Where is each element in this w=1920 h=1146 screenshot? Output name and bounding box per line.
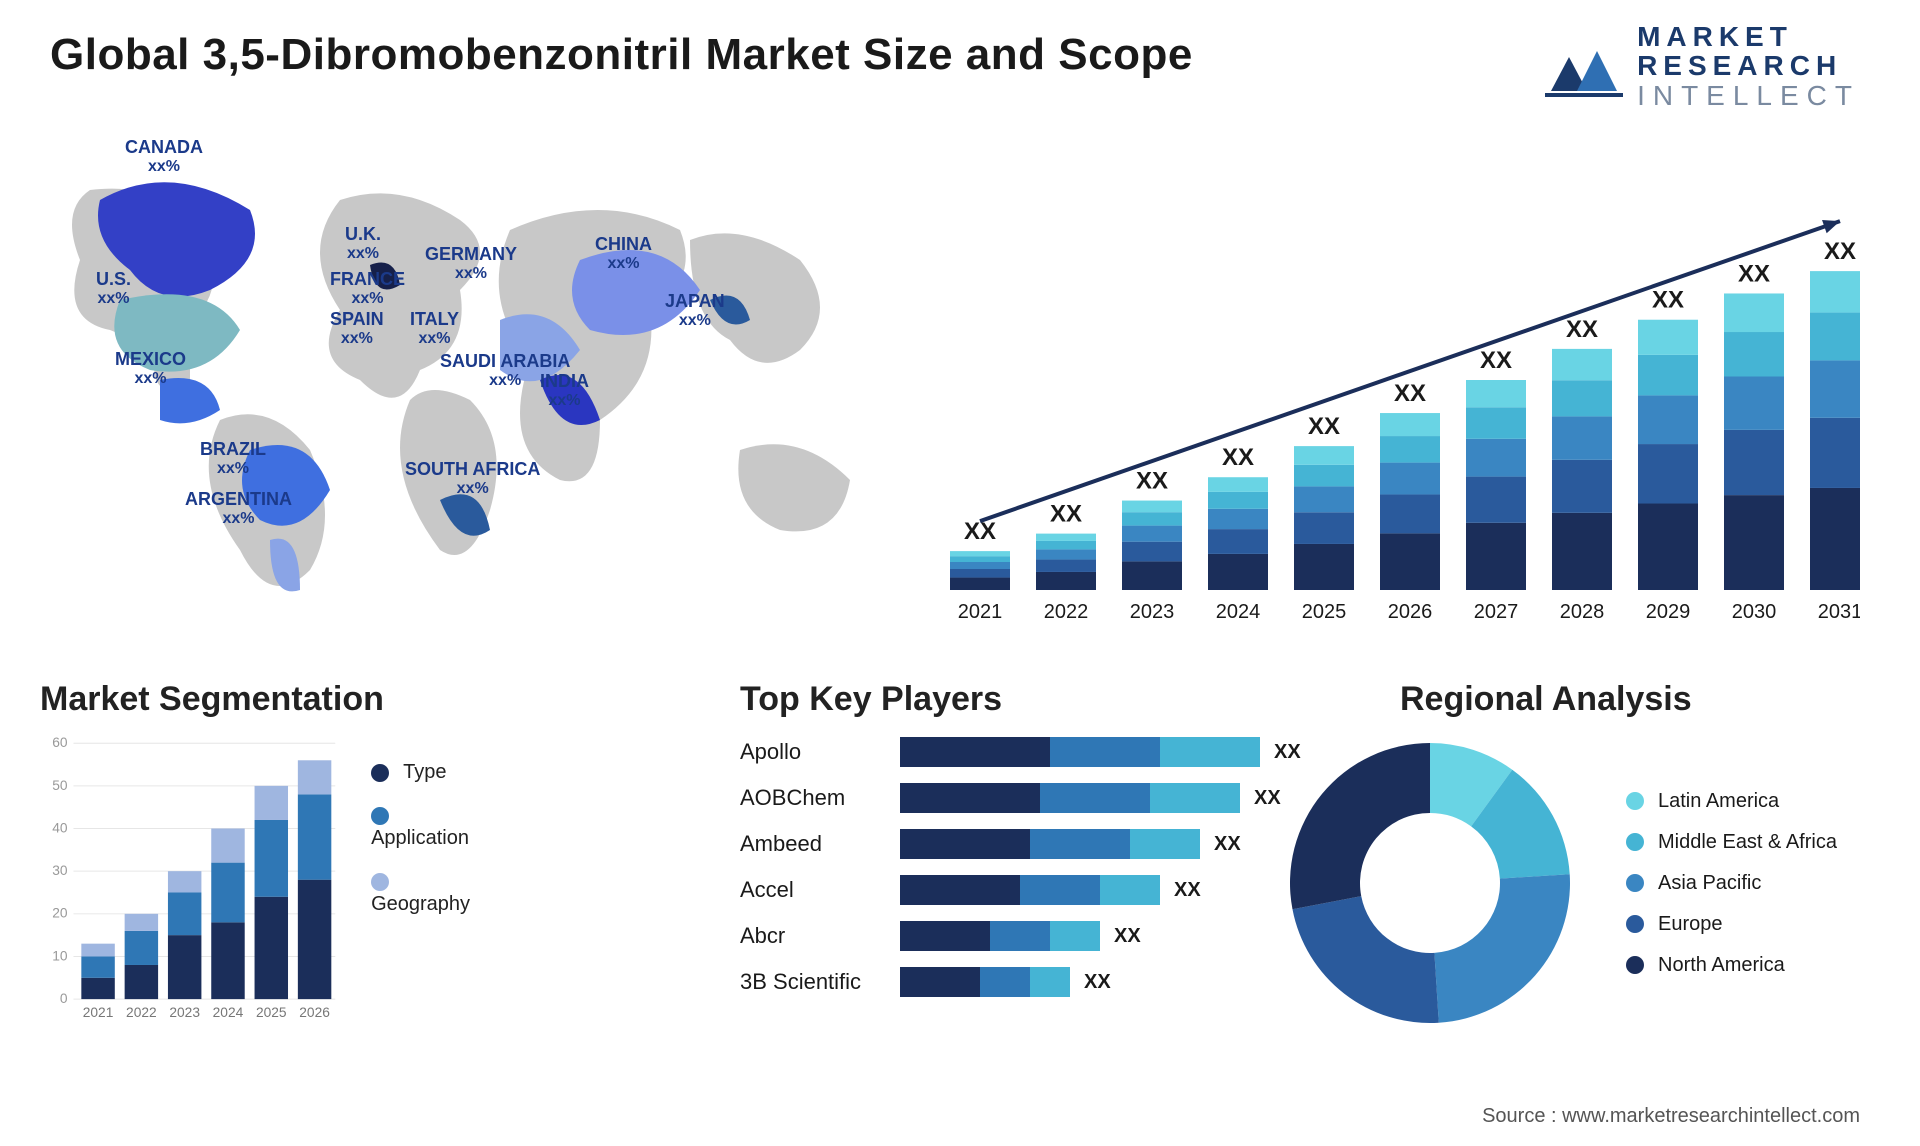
logo-mark-icon (1545, 33, 1623, 99)
svg-text:2022: 2022 (126, 1005, 157, 1020)
world-map: CANADAxx% U.S.xx% MEXICOxx% BRAZILxx% ARGENT… (40, 120, 940, 640)
regional-title: Regional Analysis (1280, 680, 1860, 719)
svg-text:XX: XX (1566, 316, 1598, 343)
svg-text:XX: XX (964, 518, 996, 545)
map-label: CHINAxx% (595, 235, 652, 272)
svg-text:2031: 2031 (1818, 601, 1860, 623)
map-label: CANADAxx% (125, 138, 203, 175)
map-label: BRAZILxx% (200, 440, 266, 477)
svg-text:40: 40 (52, 820, 68, 835)
player-name: AOBChem (740, 785, 900, 811)
svg-text:2023: 2023 (169, 1005, 200, 1020)
segmentation-section: Market Segmentation 0 10 20 30 40 50 60 2021 202… (40, 680, 500, 1031)
svg-text:0: 0 (60, 991, 68, 1006)
logo-line-2: RESEARCH (1637, 51, 1860, 80)
svg-text:2027: 2027 (1474, 601, 1519, 623)
svg-text:30: 30 (52, 863, 68, 878)
map-label: ITALYxx% (410, 310, 459, 347)
svg-text:2021: 2021 (958, 601, 1003, 623)
svg-text:20: 20 (52, 906, 68, 921)
svg-text:2026: 2026 (1388, 601, 1433, 623)
svg-text:2025: 2025 (1302, 601, 1347, 623)
regional-donut (1280, 733, 1600, 1033)
players-section: Top Key Players ApolloXXAOBChemXXAmbeedX… (740, 680, 1300, 997)
legend-item: Middle East & Africa (1626, 831, 1837, 854)
player-bar: XX (900, 829, 1301, 859)
growth-svg: XX 2021 XX 2022 XX 2023 XX 2024 XX 2025 XX 2026 XX 20… (930, 150, 1860, 640)
map-label: U.S.xx% (96, 270, 131, 307)
player-bar: XX (900, 783, 1301, 813)
players-title: Top Key Players (740, 680, 1300, 719)
svg-text:2028: 2028 (1560, 601, 1605, 623)
svg-text:2025: 2025 (256, 1005, 287, 1020)
map-label: JAPANxx% (665, 292, 725, 329)
map-label: FRANCExx% (330, 270, 405, 307)
svg-text:XX: XX (1222, 444, 1254, 471)
player-name: 3B Scientific (740, 969, 900, 995)
growth-chart: XX 2021 XX 2022 XX 2023 XX 2024 XX 2025 XX 2026 XX 20… (930, 150, 1860, 640)
logo-line-3: INTELLECT (1637, 81, 1860, 110)
source-text: Source : www.marketresearchintellect.com (1482, 1105, 1860, 1128)
segmentation-title: Market Segmentation (40, 680, 500, 719)
map-label: U.K.xx% (345, 225, 381, 262)
player-bar: XX (900, 967, 1301, 997)
legend-item: Asia Pacific (1626, 872, 1837, 895)
segmentation-chart: 0 10 20 30 40 50 60 2021 2022 2023 2024 2025 2026 (40, 731, 345, 1031)
legend-item: Type (371, 761, 500, 784)
player-bar: XX (900, 921, 1301, 951)
svg-text:XX: XX (1136, 468, 1168, 495)
brand-logo: MARKET RESEARCH INTELLECT (1545, 22, 1860, 110)
segmentation-legend: Type Application Geography (371, 761, 500, 916)
svg-text:2026: 2026 (299, 1005, 330, 1020)
player-bar: XX (900, 737, 1301, 767)
legend-item: Europe (1626, 913, 1837, 936)
player-name: Ambeed (740, 831, 900, 857)
svg-text:XX: XX (1824, 238, 1856, 265)
legend-item: Latin America (1626, 790, 1837, 813)
svg-text:2024: 2024 (1216, 601, 1261, 623)
svg-text:XX: XX (1480, 347, 1512, 374)
players-grid: ApolloXXAOBChemXXAmbeedXXAccelXXAbcrXX3B… (740, 737, 1300, 997)
svg-text:2021: 2021 (83, 1005, 114, 1020)
map-label: ARGENTINAxx% (185, 490, 292, 527)
svg-text:2024: 2024 (213, 1005, 244, 1020)
svg-text:XX: XX (1308, 413, 1340, 440)
legend-item: North America (1626, 954, 1837, 977)
page-title: Global 3,5-Dibromobenzonitril Market Siz… (50, 30, 1193, 80)
player-name: Abcr (740, 923, 900, 949)
map-label: SPAINxx% (330, 310, 384, 347)
svg-text:XX: XX (1394, 380, 1426, 407)
svg-text:10: 10 (52, 948, 68, 963)
regional-section: Regional Analysis Latin America Middle Ea… (1280, 680, 1860, 1033)
svg-text:XX: XX (1050, 501, 1082, 528)
map-label: GERMANYxx% (425, 245, 517, 282)
svg-text:2029: 2029 (1646, 601, 1691, 623)
map-label: INDIAxx% (540, 372, 589, 409)
map-label: MEXICOxx% (115, 350, 186, 387)
svg-text:60: 60 (52, 735, 68, 750)
player-name: Apollo (740, 739, 900, 765)
svg-text:2023: 2023 (1130, 601, 1175, 623)
player-name: Accel (740, 877, 900, 903)
regional-legend: Latin America Middle East & Africa Asia Pa… (1626, 790, 1837, 977)
legend-item: Application (371, 804, 500, 850)
map-label: SOUTH AFRICAxx% (405, 460, 540, 497)
legend-item: Geography (371, 870, 500, 916)
svg-text:XX: XX (1738, 260, 1770, 287)
logo-line-1: MARKET (1637, 22, 1860, 51)
svg-text:2030: 2030 (1732, 601, 1777, 623)
svg-text:2022: 2022 (1044, 601, 1089, 623)
player-bar: XX (900, 875, 1301, 905)
svg-text:XX: XX (1652, 287, 1684, 314)
svg-text:50: 50 (52, 778, 68, 793)
